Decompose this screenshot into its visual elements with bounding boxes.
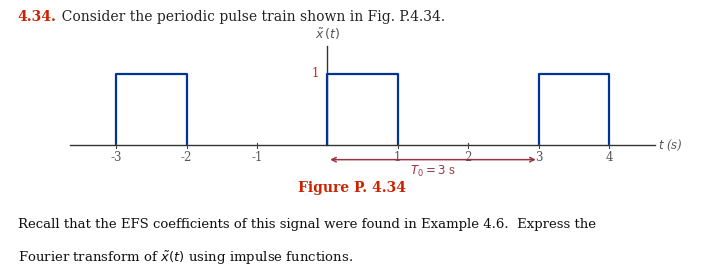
Text: 1: 1 bbox=[312, 68, 319, 80]
Text: -2: -2 bbox=[181, 151, 192, 164]
Text: Figure P. 4.34: Figure P. 4.34 bbox=[298, 181, 406, 195]
Text: Recall that the EFS coefficients of this signal were found in Example 4.6.  Expr: Recall that the EFS coefficients of this… bbox=[18, 218, 596, 231]
Text: -3: -3 bbox=[111, 151, 122, 164]
Text: $T_0 = 3$ s: $T_0 = 3$ s bbox=[410, 164, 456, 179]
Text: Consider the periodic pulse train shown in Fig. P.4.34.: Consider the periodic pulse train shown … bbox=[53, 10, 445, 24]
Text: 4.34.: 4.34. bbox=[18, 10, 56, 24]
Text: -1: -1 bbox=[251, 151, 263, 164]
Text: $\tilde{x}\,(t)$: $\tilde{x}\,(t)$ bbox=[315, 27, 340, 42]
Text: Fourier transform of $\tilde{x}(t)$ using impulse functions.: Fourier transform of $\tilde{x}(t)$ usin… bbox=[18, 250, 353, 267]
Text: 4: 4 bbox=[605, 151, 612, 164]
Text: $t$ (s): $t$ (s) bbox=[658, 138, 684, 153]
Text: 3: 3 bbox=[535, 151, 542, 164]
Text: 1: 1 bbox=[394, 151, 401, 164]
Text: 2: 2 bbox=[465, 151, 472, 164]
